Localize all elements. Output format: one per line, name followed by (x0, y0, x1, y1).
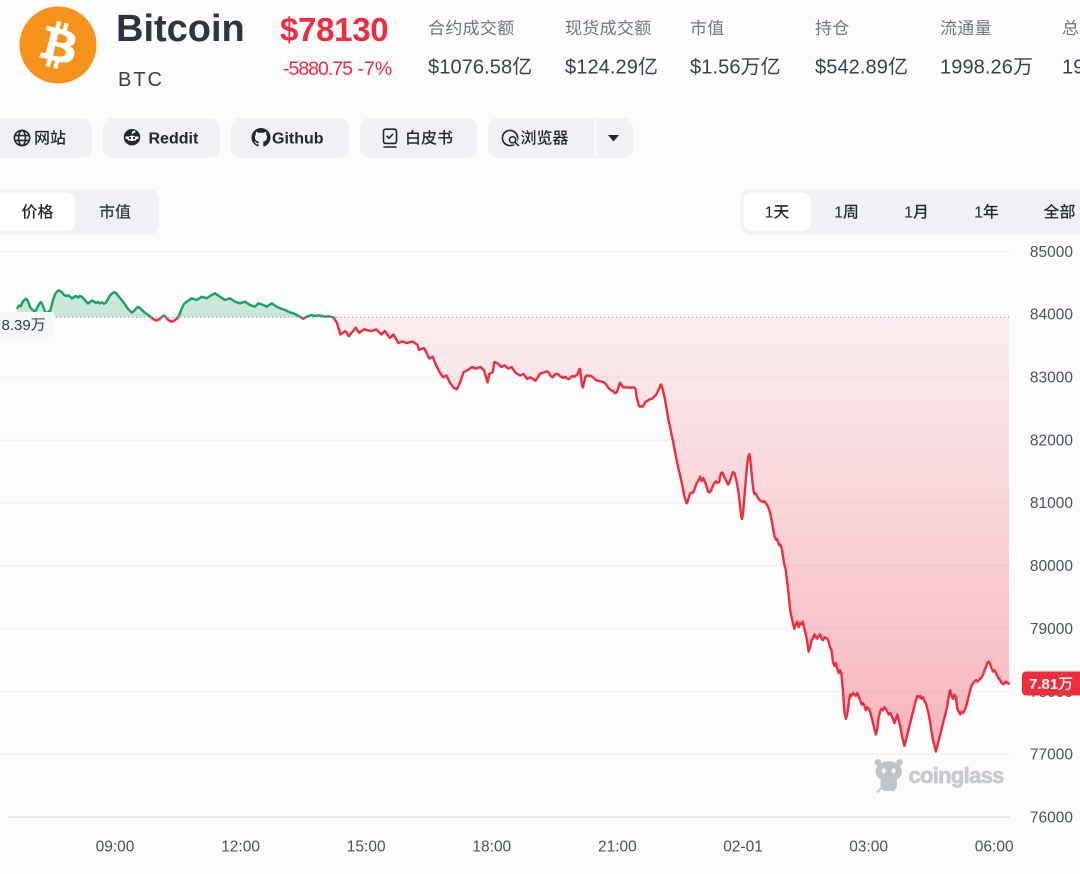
svg-text:85000: 85000 (1030, 244, 1073, 261)
svg-text:Github: Github (272, 131, 324, 148)
svg-text:-5880.75: -5880.75 (283, 58, 353, 80)
svg-text:$78130: $78130 (280, 11, 388, 48)
svg-text:09:00: 09:00 (96, 839, 135, 856)
svg-text:$124.29: $124.29 (565, 57, 638, 79)
svg-text:77000: 77000 (1030, 747, 1073, 764)
svg-text:81000: 81000 (1030, 495, 1073, 512)
svg-text:$1.56: $1.56 (690, 57, 741, 79)
svg-text:$542.89: $542.89 (815, 57, 888, 79)
svg-text:$1076.58: $1076.58 (428, 57, 512, 79)
svg-text:coinglass: coinglass (909, 763, 1005, 788)
svg-text:12:00: 12:00 (221, 839, 260, 856)
svg-text:1: 1 (765, 205, 774, 222)
svg-text:80000: 80000 (1030, 558, 1073, 575)
svg-text:03:00: 03:00 (849, 839, 888, 856)
svg-text:1: 1 (974, 205, 983, 222)
svg-text:1: 1 (904, 205, 913, 222)
svg-text:83000: 83000 (1030, 370, 1073, 387)
svg-text:02-01: 02-01 (723, 839, 763, 856)
svg-text:21:00: 21:00 (598, 839, 637, 856)
svg-text:06:00: 06:00 (975, 839, 1014, 856)
svg-text:82000: 82000 (1030, 432, 1073, 449)
svg-text:7.81: 7.81 (1029, 676, 1058, 693)
svg-text:-7%: -7% (358, 58, 393, 80)
svg-text:76000: 76000 (1030, 809, 1073, 826)
svg-text:15:00: 15:00 (347, 839, 386, 856)
svg-text:BTC: BTC (118, 69, 164, 91)
svg-text:79000: 79000 (1030, 621, 1073, 638)
svg-text:1998.26: 1998.26 (940, 57, 1013, 79)
svg-text:18:00: 18:00 (472, 839, 511, 856)
svg-text:Bitcoin: Bitcoin (116, 8, 245, 50)
svg-text:84000: 84000 (1030, 307, 1073, 324)
svg-text:8.39: 8.39 (2, 317, 31, 334)
svg-text:Reddit: Reddit (149, 131, 199, 148)
svg-text:1: 1 (834, 205, 843, 222)
svg-text:1998: 1998 (1062, 57, 1080, 79)
